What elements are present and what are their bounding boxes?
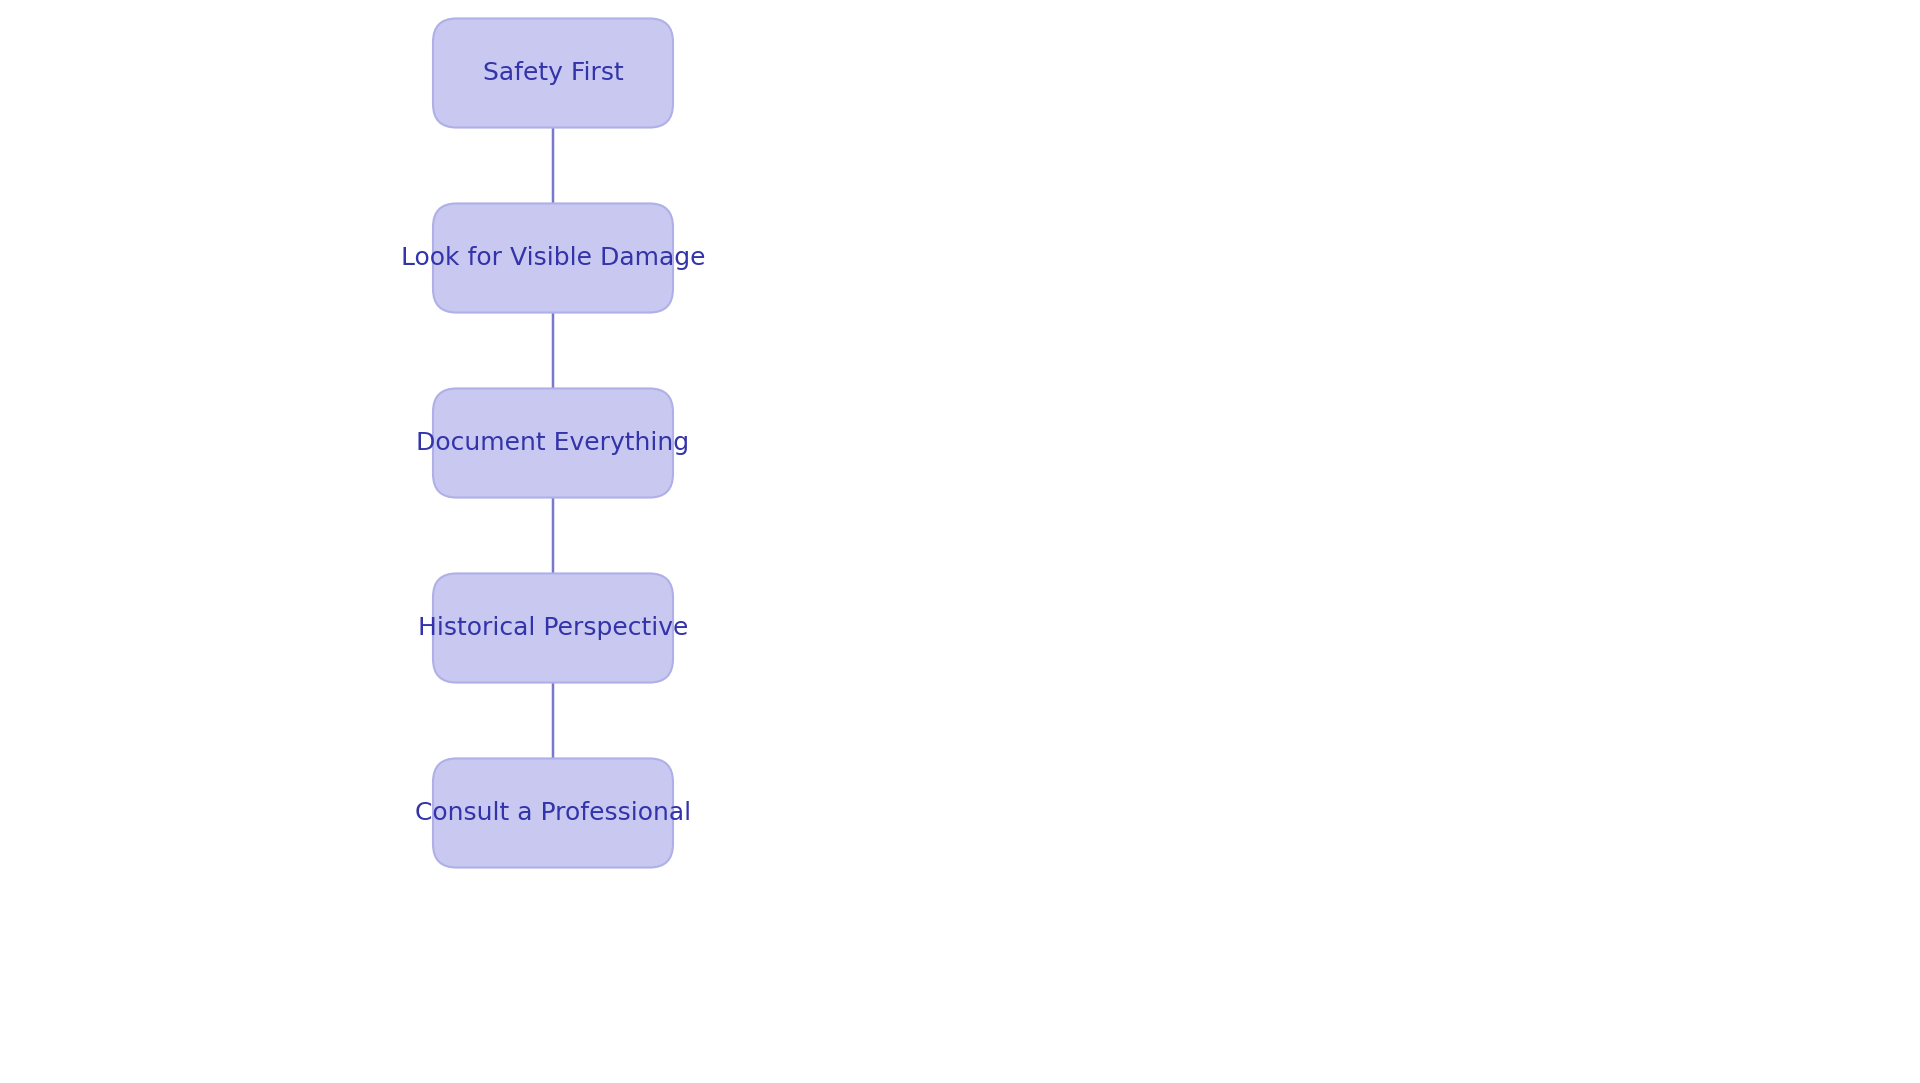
FancyBboxPatch shape — [434, 18, 674, 128]
Text: Historical Perspective: Historical Perspective — [419, 616, 687, 640]
FancyBboxPatch shape — [434, 389, 674, 497]
FancyBboxPatch shape — [434, 758, 674, 867]
Text: Document Everything: Document Everything — [417, 431, 689, 455]
FancyBboxPatch shape — [434, 573, 674, 682]
Text: Look for Visible Damage: Look for Visible Damage — [401, 246, 705, 270]
Text: Safety First: Safety First — [482, 61, 624, 84]
Text: Consult a Professional: Consult a Professional — [415, 801, 691, 825]
FancyBboxPatch shape — [434, 204, 674, 313]
